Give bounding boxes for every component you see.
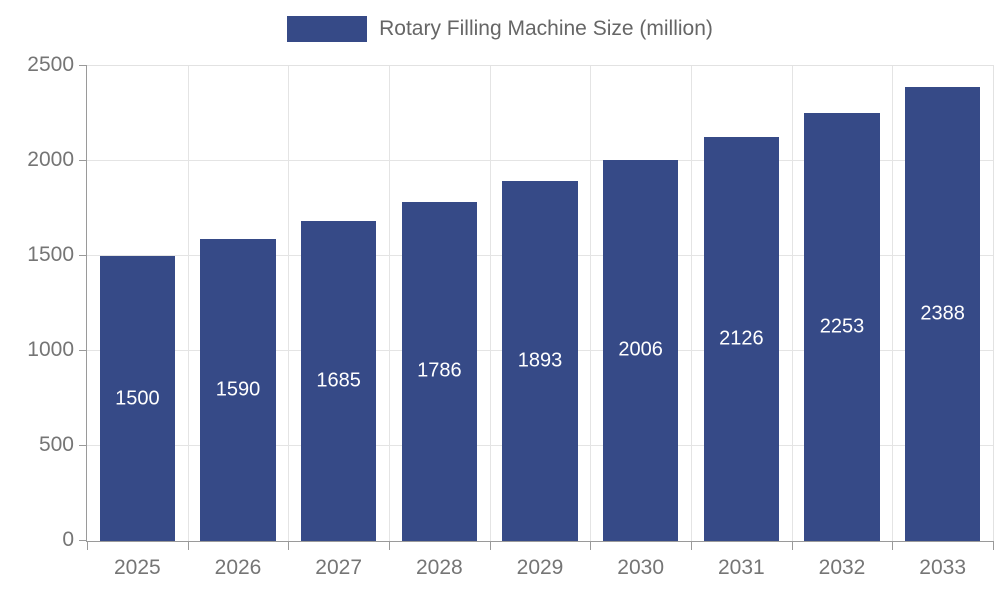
x-tick-label: 2026 (214, 556, 262, 579)
bar[interactable] (99, 256, 176, 541)
x-tick-label: 2025 (113, 556, 161, 579)
legend-swatch (287, 16, 368, 42)
y-axis-line (86, 66, 87, 541)
x-axis-tick (892, 542, 894, 550)
x-tick-label: 2029 (516, 556, 564, 579)
x-axis-tick (590, 542, 592, 550)
x-axis-tick (288, 542, 290, 550)
y-axis-tick (79, 160, 87, 161)
x-axis-tick (691, 542, 692, 550)
bar[interactable] (401, 201, 478, 541)
y-axis-tick (79, 350, 87, 351)
gridline-v (288, 66, 290, 541)
bar[interactable] (300, 220, 377, 541)
y-tick-label: 2000 (27, 148, 74, 171)
x-tick-label: 2027 (315, 556, 363, 579)
y-axis-tick (79, 255, 87, 256)
x-tick-label: 2033 (919, 556, 967, 579)
x-axis-tick (187, 542, 189, 550)
x-tick-label: 2031 (717, 556, 765, 579)
bar[interactable] (602, 159, 679, 541)
bar[interactable] (804, 112, 880, 541)
plot-area: 1500 1590 1685 1786 1893 2006 2126 2253 2388 (79, 65, 994, 550)
y-tick-label: 2500 (27, 53, 74, 76)
legend-label: Rotary Filling Machine Size (million) (379, 17, 713, 40)
x-axis-tick (791, 542, 793, 550)
bar[interactable] (200, 238, 276, 541)
x-axis-tick (87, 542, 88, 550)
x-axis-tick (389, 542, 390, 550)
y-axis-tick (79, 540, 87, 541)
y-tick-label: 500 (38, 433, 74, 456)
x-axis-tick (993, 542, 994, 550)
gridline-v (892, 66, 894, 541)
gridline-v (590, 66, 592, 541)
x-tick-label: 2032 (818, 556, 866, 579)
x-tick-label: 2028 (415, 556, 463, 579)
gridline-v (691, 66, 692, 541)
x-axis-tick (489, 542, 491, 550)
y-axis-tick (79, 65, 87, 66)
bar[interactable] (502, 181, 578, 541)
x-axis-line (86, 541, 994, 542)
legend[interactable]: Rotary Filling Machine Size (million) (0, 16, 1000, 42)
bar[interactable] (703, 137, 780, 541)
gridline-v (389, 66, 390, 541)
gridline-v (187, 66, 189, 541)
y-tick-label: 1000 (27, 338, 74, 361)
y-tick-label: 1500 (27, 243, 74, 266)
y-axis-tick (79, 445, 87, 446)
gridline-v (489, 66, 491, 541)
gridline-h (87, 160, 993, 161)
bar[interactable] (904, 87, 981, 541)
x-tick-label: 2030 (617, 556, 665, 579)
gridline-v (791, 66, 793, 541)
y-tick-label: 0 (62, 528, 74, 551)
